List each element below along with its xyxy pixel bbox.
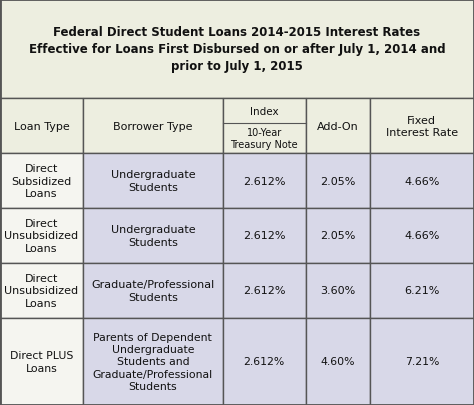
Text: 7.21%: 7.21% [405,356,439,367]
Bar [0,154,83,209]
Bar [83,154,223,209]
Text: Borrower Type: Borrower Type [113,122,192,132]
Bar [223,209,306,263]
Bar [370,209,474,263]
Bar [0,263,83,318]
Bar [306,263,370,318]
Bar [306,99,370,154]
Bar [83,318,223,405]
Text: 4.66%: 4.66% [404,176,439,186]
Text: 2.612%: 2.612% [243,176,285,186]
Text: 2.612%: 2.612% [243,231,285,241]
Bar [83,99,223,154]
Text: Loan Type: Loan Type [14,122,69,132]
Bar [306,154,370,209]
Text: 2.612%: 2.612% [244,356,285,367]
Text: Undergraduate
Students: Undergraduate Students [110,170,195,192]
Bar [370,318,474,405]
Bar [0,209,83,263]
Bar [223,263,306,318]
Bar [370,263,474,318]
Bar [0,99,83,154]
Text: 2.05%: 2.05% [320,231,356,241]
Text: Index: Index [250,107,279,117]
Text: Fixed
Interest Rate: Fixed Interest Rate [386,115,458,138]
Text: Add-On: Add-On [317,122,359,132]
Bar [223,99,306,154]
Bar [223,154,306,209]
Bar [0,318,83,405]
Bar [306,209,370,263]
Bar [0,0,474,99]
Text: 2.05%: 2.05% [320,176,356,186]
Bar [83,263,223,318]
Text: Graduate/Professional
Students: Graduate/Professional Students [91,279,215,302]
Text: 4.66%: 4.66% [404,231,439,241]
Bar [306,318,370,405]
Text: Undergraduate
Students: Undergraduate Students [110,225,195,247]
Text: Direct
Unsubsidized
Loans: Direct Unsubsidized Loans [4,219,79,253]
Text: 2.612%: 2.612% [243,286,285,296]
Bar [83,209,223,263]
Bar [370,154,474,209]
Bar [370,99,474,154]
Text: Direct
Subsidized
Loans: Direct Subsidized Loans [11,164,72,198]
Text: Direct PLUS
Loans: Direct PLUS Loans [10,350,73,373]
Text: 10-Year
Treasury Note: 10-Year Treasury Note [230,128,298,150]
Text: Direct
Unsubsidized
Loans: Direct Unsubsidized Loans [4,273,79,308]
Text: Federal Direct Student Loans 2014-2015 Interest Rates
Effective for Loans First : Federal Direct Student Loans 2014-2015 I… [29,26,445,73]
Text: 4.60%: 4.60% [320,356,355,367]
Text: 3.60%: 3.60% [320,286,356,296]
Text: 6.21%: 6.21% [404,286,439,296]
Bar [223,318,306,405]
Text: Parents of Dependent
Undergraduate
Students and
Graduate/Professional
Students: Parents of Dependent Undergraduate Stude… [93,332,213,391]
